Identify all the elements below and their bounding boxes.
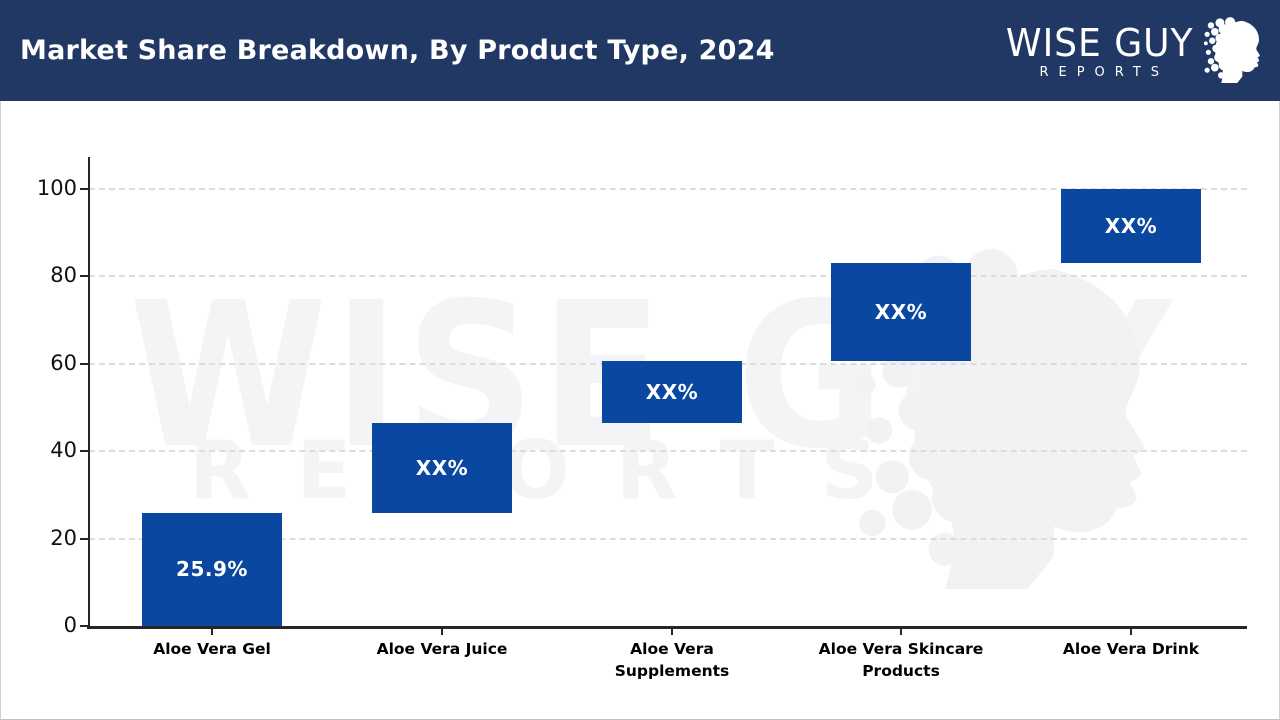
- gridline: [89, 450, 1247, 452]
- x-tick-label: Aloe Vera Supplements: [562, 639, 782, 682]
- y-tick-label: 100: [36, 175, 77, 200]
- y-tick-label: 80: [50, 263, 77, 288]
- chart-area: WISE GUY REPORTS 25.9%XX%XX%XX%XX% 02040…: [0, 101, 1280, 720]
- bar-2: XX%: [372, 423, 512, 513]
- page-title: Market Share Breakdown, By Product Type,…: [20, 35, 775, 66]
- gridline: [89, 275, 1247, 277]
- y-tick-label: 20: [50, 525, 77, 550]
- x-tick-label-line: Products: [862, 661, 940, 680]
- bar-value-label: XX%: [874, 299, 928, 324]
- x-axis-line: [87, 626, 1247, 629]
- y-tick-mark: [80, 625, 89, 627]
- logo-wordmark: WISE GUY: [1005, 20, 1194, 65]
- bar-1: 25.9%: [142, 512, 282, 626]
- bar-value-label: 25.9%: [176, 557, 248, 582]
- wise-guy-logo: WISE GUY REPORTS: [1001, 8, 1266, 94]
- logo-subtitle: REPORTS: [1039, 64, 1170, 80]
- watermark-subtitle: REPORTS: [189, 424, 925, 517]
- y-tick-mark: [80, 537, 89, 540]
- y-tick-mark: [80, 362, 89, 365]
- y-tick-label: 40: [50, 438, 77, 463]
- x-tick-label-line: Supplements: [614, 661, 730, 680]
- bar-5: XX%: [1061, 188, 1201, 263]
- y-tick-label: 60: [50, 350, 77, 375]
- logo-text: WISE GUY REPORTS: [1001, 24, 1198, 79]
- x-tick-label: Aloe Vera Juice: [332, 639, 552, 661]
- logo-head-icon: [1202, 8, 1266, 94]
- x-tick-label: Aloe Vera Skincare Products: [791, 639, 1011, 682]
- gridline: [89, 537, 1247, 540]
- header-bar: Market Share Breakdown, By Product Type,…: [0, 0, 1280, 101]
- x-tick-label: Aloe Vera Drink: [1021, 639, 1241, 661]
- x-tick-label-line: Aloe Vera Gel: [153, 640, 271, 658]
- bar-3: XX%: [602, 360, 742, 423]
- bar-4: XX%: [831, 262, 971, 361]
- bar-value-label: XX%: [415, 455, 469, 480]
- x-tick-mark: [1130, 629, 1132, 635]
- x-tick-label-line: Aloe Vera: [630, 640, 714, 658]
- y-tick-label: 0: [63, 613, 77, 638]
- y-axis-line: [88, 157, 90, 628]
- x-tick-mark: [900, 629, 902, 635]
- y-tick-mark: [80, 450, 89, 452]
- gridline: [89, 187, 1247, 190]
- x-tick-mark: [441, 629, 443, 635]
- bar-value-label: XX%: [1104, 213, 1158, 238]
- y-tick-mark: [80, 187, 89, 190]
- x-tick-label-line: Aloe Vera Juice: [376, 640, 508, 658]
- x-tick-label: Aloe Vera Gel: [102, 639, 322, 661]
- x-tick-mark: [671, 629, 673, 635]
- x-tick-label-line: Aloe Vera Drink: [1062, 640, 1200, 658]
- bar-value-label: XX%: [645, 379, 699, 404]
- x-tick-mark: [211, 629, 213, 635]
- y-tick-mark: [80, 275, 89, 277]
- x-tick-label-line: Aloe Vera Skincare: [818, 640, 984, 658]
